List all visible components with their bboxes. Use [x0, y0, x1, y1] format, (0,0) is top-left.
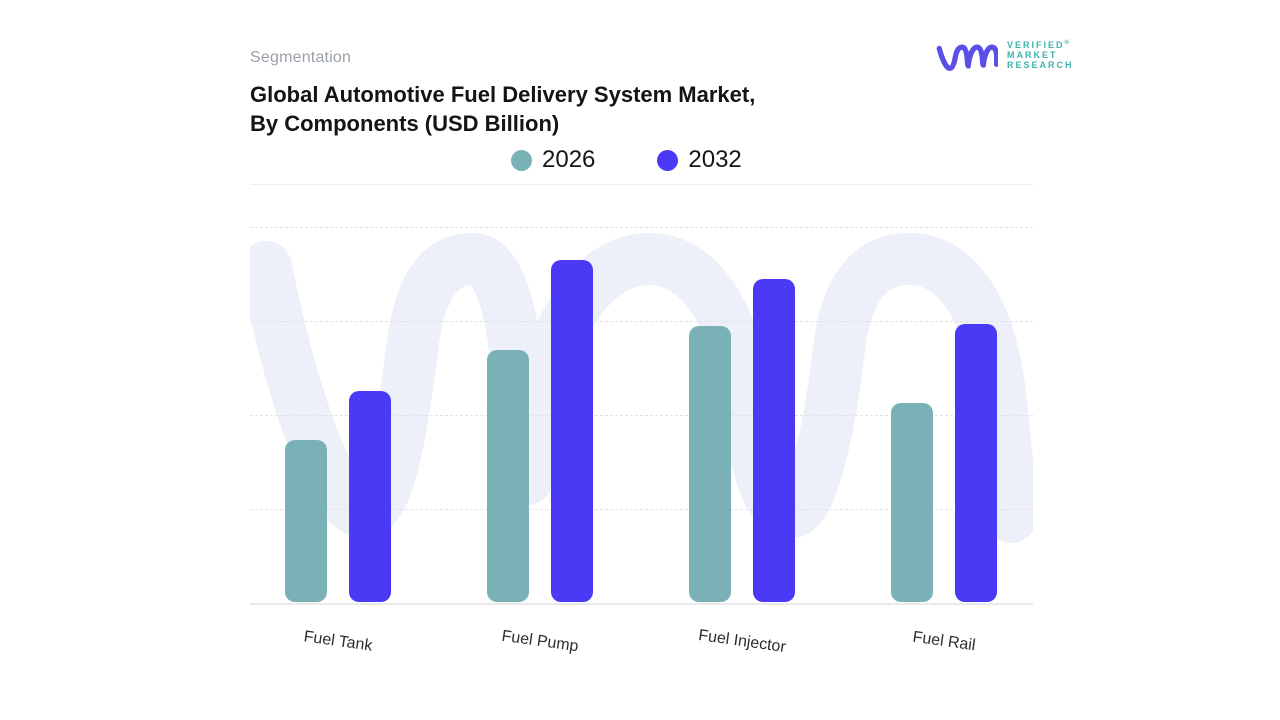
chart-title: Global Automotive Fuel Delivery System M… — [250, 80, 755, 138]
eyebrow-label: Segmentation — [250, 49, 352, 66]
chart-legend: 2026 2032 — [511, 146, 742, 174]
gridline — [250, 227, 1033, 228]
legend-label-2032: 2032 — [688, 146, 742, 173]
header-divider — [250, 184, 1033, 185]
category-label-fuel-rail: Fuel Rail — [911, 628, 977, 655]
bar-2026-fuel-tank[interactable] — [285, 440, 327, 602]
bar-2026-fuel-injector[interactable] — [689, 326, 731, 602]
category-label-fuel-injector: Fuel Injector — [697, 626, 787, 657]
bar-2032-fuel-injector[interactable] — [753, 279, 795, 602]
registered-mark: ® — [1064, 40, 1069, 46]
plot-area — [250, 227, 1033, 605]
category-label-fuel-tank: Fuel Tank — [302, 628, 374, 655]
logo-word-research: RESEARCH — [1007, 60, 1074, 70]
vmr-logo-text: VERIFIED® MARKET RESEARCH — [1007, 38, 1074, 70]
chart-title-line2: By Components (USD Billion) — [250, 111, 560, 136]
legend-label-2026: 2026 — [542, 146, 596, 173]
bar-2032-fuel-rail[interactable] — [955, 324, 997, 602]
legend-item-2026[interactable]: 2026 — [511, 146, 595, 174]
vmr-logo-glyph — [936, 44, 998, 72]
vmr-watermark-icon — [250, 233, 1033, 543]
legend-item-2032[interactable]: 2032 — [657, 146, 742, 174]
bar-2032-fuel-pump[interactable] — [551, 260, 593, 602]
category-label-fuel-pump: Fuel Pump — [500, 627, 580, 656]
bar-2026-fuel-rail[interactable] — [891, 403, 933, 602]
chart-title-line1: Global Automotive Fuel Delivery System M… — [250, 82, 756, 107]
bar-2032-fuel-tank[interactable] — [349, 391, 391, 602]
bar-2026-fuel-pump[interactable] — [487, 350, 529, 602]
vmr-logo: VERIFIED® MARKET RESEARCH — [936, 38, 1074, 76]
gridline — [250, 321, 1033, 322]
legend-dot-2032 — [657, 149, 679, 171]
gridline — [250, 509, 1033, 510]
x-axis-line — [250, 603, 1033, 605]
logo-word-verified: VERIFIED — [1007, 40, 1065, 50]
logo-word-market: MARKET — [1007, 50, 1058, 60]
gridline — [250, 415, 1033, 416]
legend-dot-2026 — [511, 149, 532, 171]
